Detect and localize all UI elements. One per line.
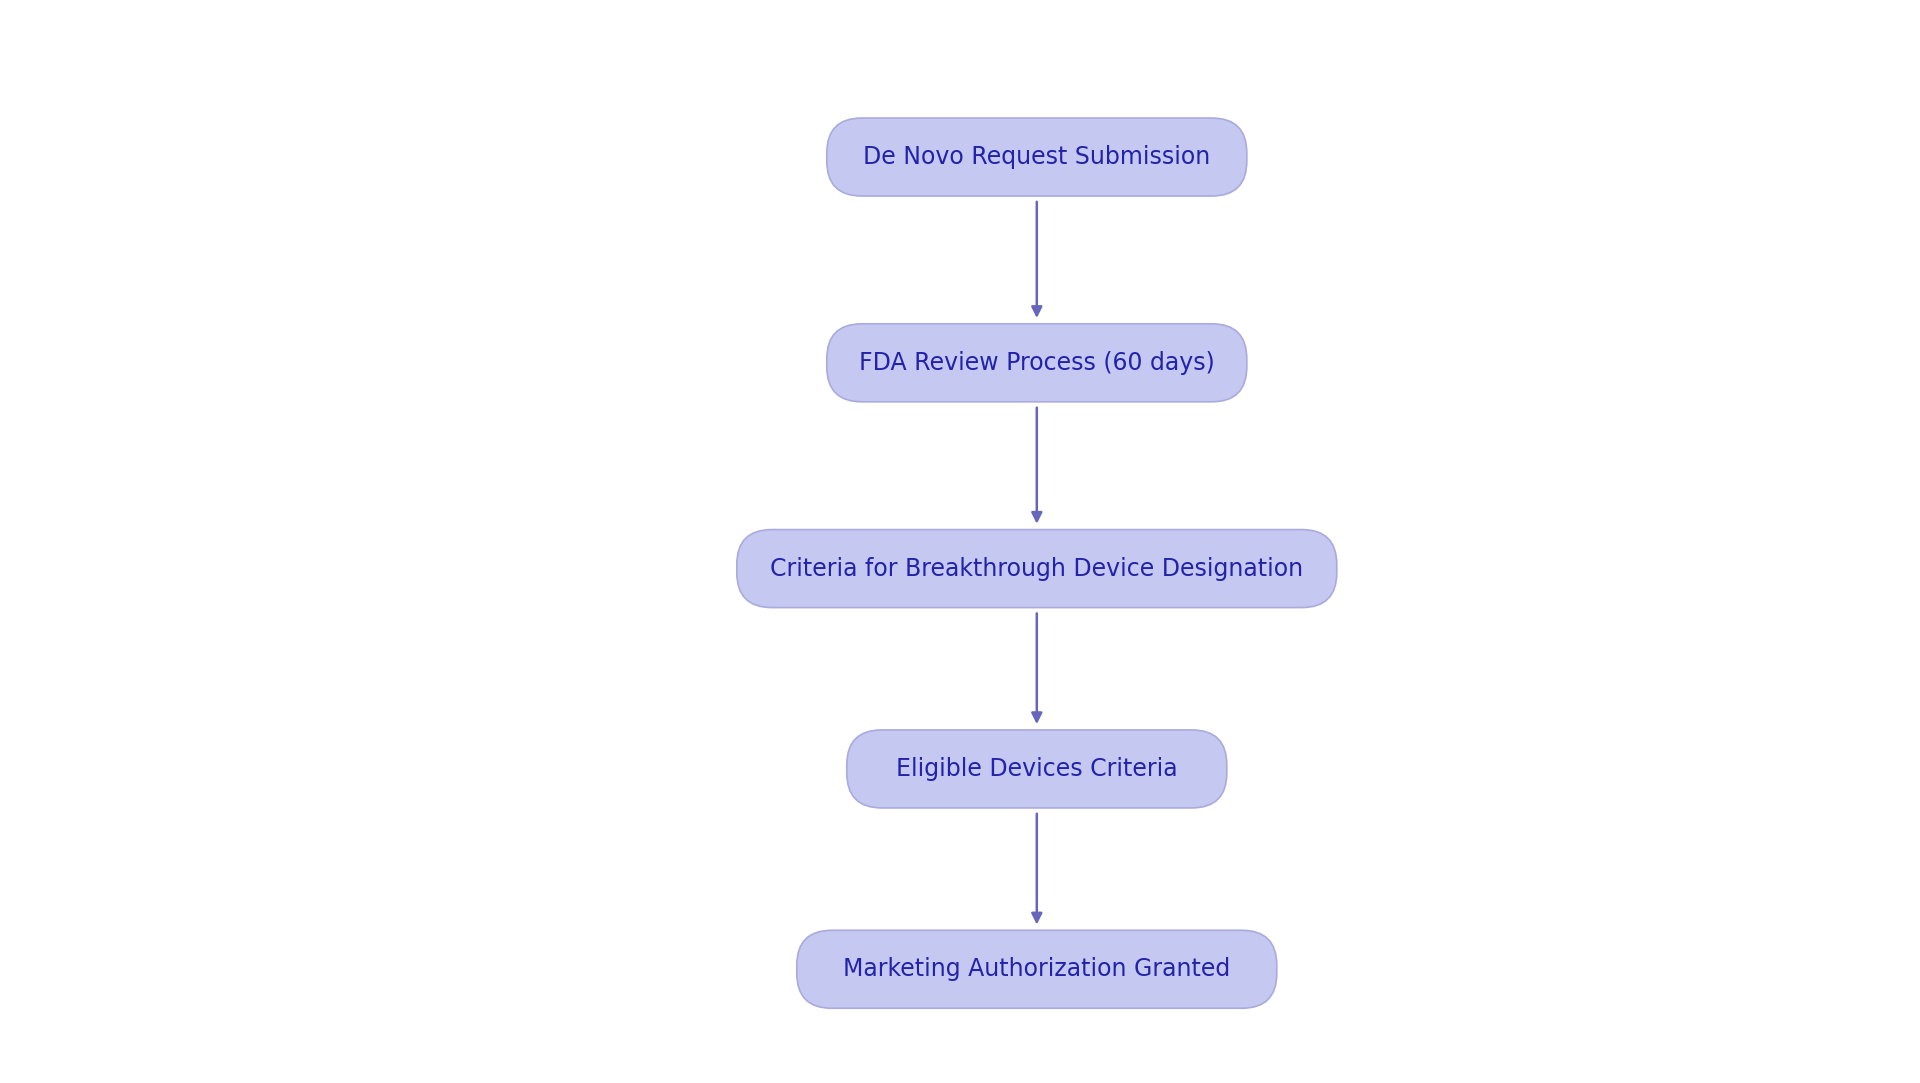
FancyBboxPatch shape bbox=[847, 730, 1227, 808]
FancyBboxPatch shape bbox=[797, 930, 1277, 1008]
Text: FDA Review Process (60 days): FDA Review Process (60 days) bbox=[858, 351, 1215, 375]
Text: Eligible Devices Criteria: Eligible Devices Criteria bbox=[897, 757, 1177, 781]
FancyBboxPatch shape bbox=[828, 324, 1246, 402]
Text: Criteria for Breakthrough Device Designation: Criteria for Breakthrough Device Designa… bbox=[770, 557, 1304, 580]
Text: De Novo Request Submission: De Novo Request Submission bbox=[864, 145, 1210, 169]
FancyBboxPatch shape bbox=[737, 530, 1336, 608]
FancyBboxPatch shape bbox=[828, 118, 1246, 196]
Text: Marketing Authorization Granted: Marketing Authorization Granted bbox=[843, 957, 1231, 981]
